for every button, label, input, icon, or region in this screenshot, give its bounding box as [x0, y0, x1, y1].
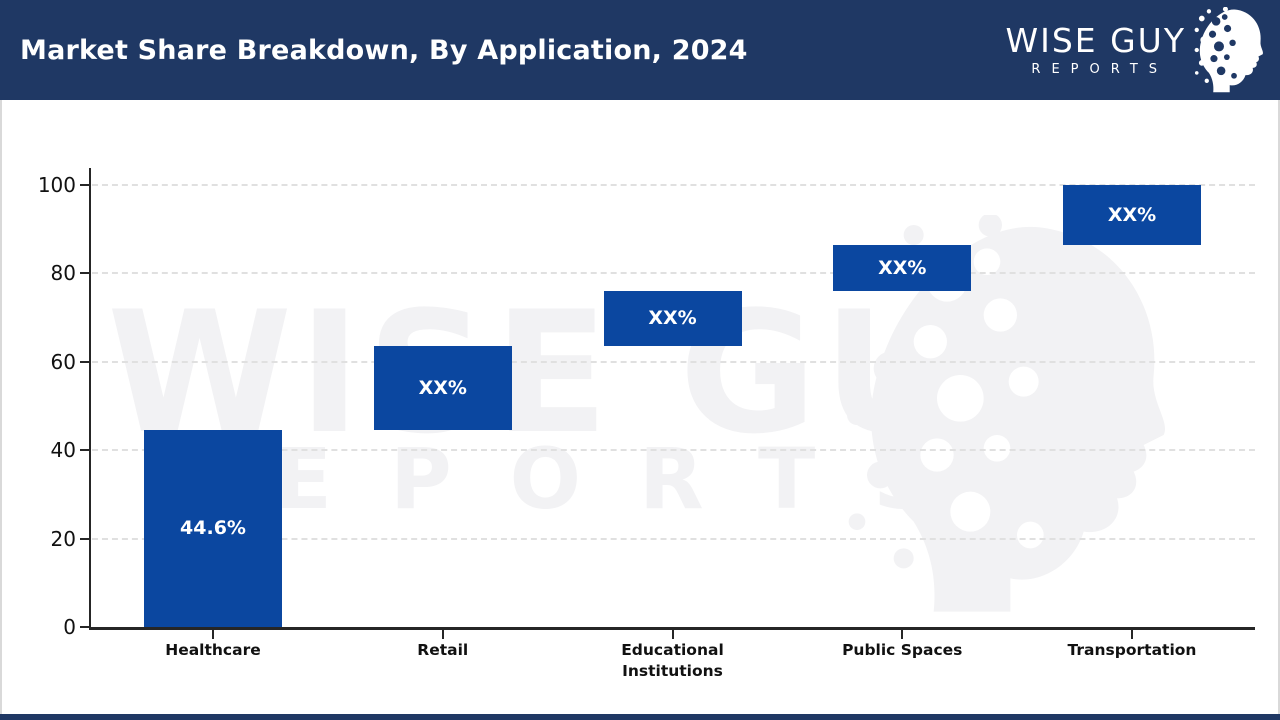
y-axis-tick-label: 80 [50, 261, 76, 286]
y-axis-tick-label: 60 [50, 349, 76, 374]
x-axis-category-label: Public Spaces [842, 641, 963, 659]
y-axis-tick-label: 100 [37, 173, 76, 197]
bar-segment [144, 429, 282, 627]
y-axis-tick [80, 449, 89, 452]
gridline [92, 184, 1255, 186]
gridline [92, 272, 1255, 275]
x-axis-category-label: Transportation [1067, 641, 1197, 659]
chart-canvas: WISE GUY REPORTS 44.6% Healthcare XX% Retai… [0, 100, 1280, 714]
bar-value-label: XX% [648, 307, 697, 330]
bar-value-label: 44.6% [180, 517, 246, 540]
gridline [92, 449, 1255, 452]
logo-line1: WISE GUY [1005, 20, 1186, 60]
x-axis-category-label: Healthcare [165, 641, 261, 659]
bar-segment [373, 346, 512, 430]
footer-accent-bar [0, 714, 1280, 720]
y-axis-tick [80, 272, 89, 275]
bar-segment [1063, 185, 1201, 245]
y-axis-tick [80, 537, 89, 540]
bar-value-label: XX% [1107, 203, 1157, 226]
x-axis-tick [441, 630, 444, 639]
page-title: Market Share Breakdown, By Application, … [20, 34, 748, 66]
logo-line2: REPORTS [1031, 61, 1169, 77]
y-axis-line [89, 168, 91, 630]
y-axis-tick [80, 360, 89, 363]
x-axis-line [89, 627, 1255, 630]
gridline [92, 537, 1255, 540]
dotted-head-profile-icon [1194, 7, 1263, 93]
x-axis-tick [901, 630, 904, 639]
y-axis-tick [80, 626, 89, 628]
y-axis-tick-label: 40 [50, 438, 76, 463]
bar-segment [833, 244, 972, 291]
bar-value-label: XX% [878, 256, 927, 279]
watermark-text-line2: REPORTS [152, 430, 992, 528]
x-axis-category-label: Retail [417, 641, 469, 659]
logo-text: WISE GUY REPORTS [1005, 24, 1186, 77]
y-axis-tick [80, 184, 89, 186]
x-axis-tick [671, 630, 674, 639]
y-axis-tick-label: 20 [50, 526, 76, 551]
bar-value-label: XX% [418, 377, 467, 400]
bar-segment [603, 290, 742, 347]
x-axis-tick [1131, 630, 1133, 639]
x-axis-category-label: Educational Institutions [621, 641, 724, 680]
y-axis-tick-label: 0 [63, 615, 76, 639]
bar-chart: 44.6% Healthcare XX% Retail XX% Educational I… [2, 100, 1278, 714]
x-axis-tick [212, 630, 214, 639]
wiseguy-logo: WISE GUY REPORTS [1005, 7, 1266, 93]
header: Market Share Breakdown, By Application, … [0, 0, 1280, 100]
gridline [92, 360, 1255, 363]
